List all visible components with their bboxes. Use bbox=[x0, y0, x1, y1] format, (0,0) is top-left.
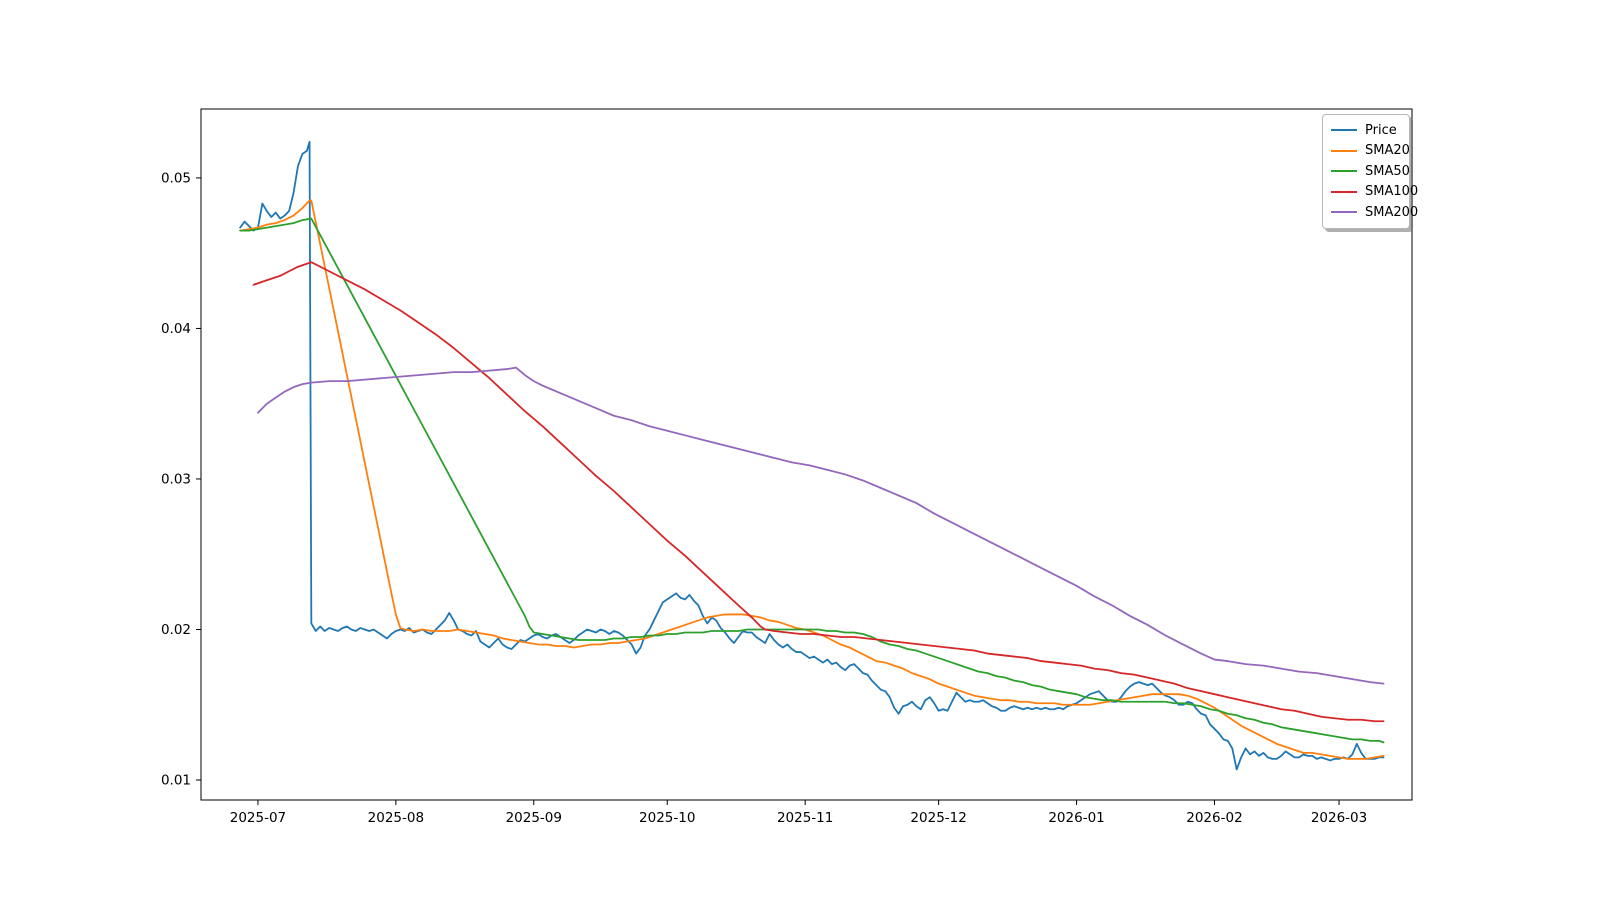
legend-line-sample bbox=[1331, 211, 1357, 214]
legend: Price SMA20 SMA50 SMA100 SMA200 bbox=[1322, 114, 1418, 229]
x-tick-label: 2026-01 bbox=[1048, 810, 1104, 826]
x-tick-label: 2025-09 bbox=[506, 810, 562, 826]
legend-entry-sma200: SMA200 bbox=[1331, 202, 1418, 223]
series-line-sma100 bbox=[252, 261, 1385, 723]
y-tick-label: 0.03 bbox=[161, 471, 191, 487]
x-tick-label: 2026-03 bbox=[1311, 810, 1367, 826]
x-tick-label: 2025-08 bbox=[368, 810, 424, 826]
series-lines bbox=[239, 140, 1385, 771]
y-tick-label: 0.01 bbox=[161, 772, 191, 788]
legend-entry-price: Price bbox=[1331, 120, 1402, 141]
y-tick-label: 0.02 bbox=[161, 622, 191, 638]
x-tick-label: 2026-02 bbox=[1186, 810, 1242, 826]
legend-line-sample bbox=[1331, 190, 1357, 193]
axes: 2025-07 2025-08 2025-09 2025-10 2025-11 2025-… bbox=[161, 108, 1413, 826]
legend-label: SMA200 bbox=[1365, 204, 1419, 220]
series-line-sma50 bbox=[239, 217, 1385, 744]
legend-entry-sma50: SMA50 bbox=[1331, 161, 1410, 182]
x-tick-label: 2025-07 bbox=[230, 810, 286, 826]
legend-label: Price bbox=[1365, 122, 1397, 138]
x-tick-label: 2025-11 bbox=[777, 810, 833, 826]
legend-line-sample bbox=[1331, 149, 1357, 152]
y-tick-label: 0.04 bbox=[161, 321, 191, 337]
legend-label: SMA100 bbox=[1365, 184, 1419, 200]
legend-label: SMA50 bbox=[1365, 163, 1410, 179]
y-tick-label: 0.05 bbox=[161, 170, 191, 186]
legend-entry-sma100: SMA100 bbox=[1331, 182, 1418, 203]
legend-line-sample bbox=[1331, 129, 1357, 132]
legend-line-sample bbox=[1331, 170, 1357, 173]
legend-label: SMA20 bbox=[1365, 143, 1410, 159]
x-tick-label: 2025-10 bbox=[639, 810, 695, 826]
series-line-price bbox=[239, 140, 1385, 771]
legend-entry-sma20: SMA20 bbox=[1331, 141, 1410, 162]
x-tick-label: 2025-12 bbox=[910, 810, 966, 826]
series-line-sma20 bbox=[239, 199, 1385, 760]
plot-box bbox=[200, 108, 1413, 801]
series-line-sma200 bbox=[257, 366, 1385, 685]
